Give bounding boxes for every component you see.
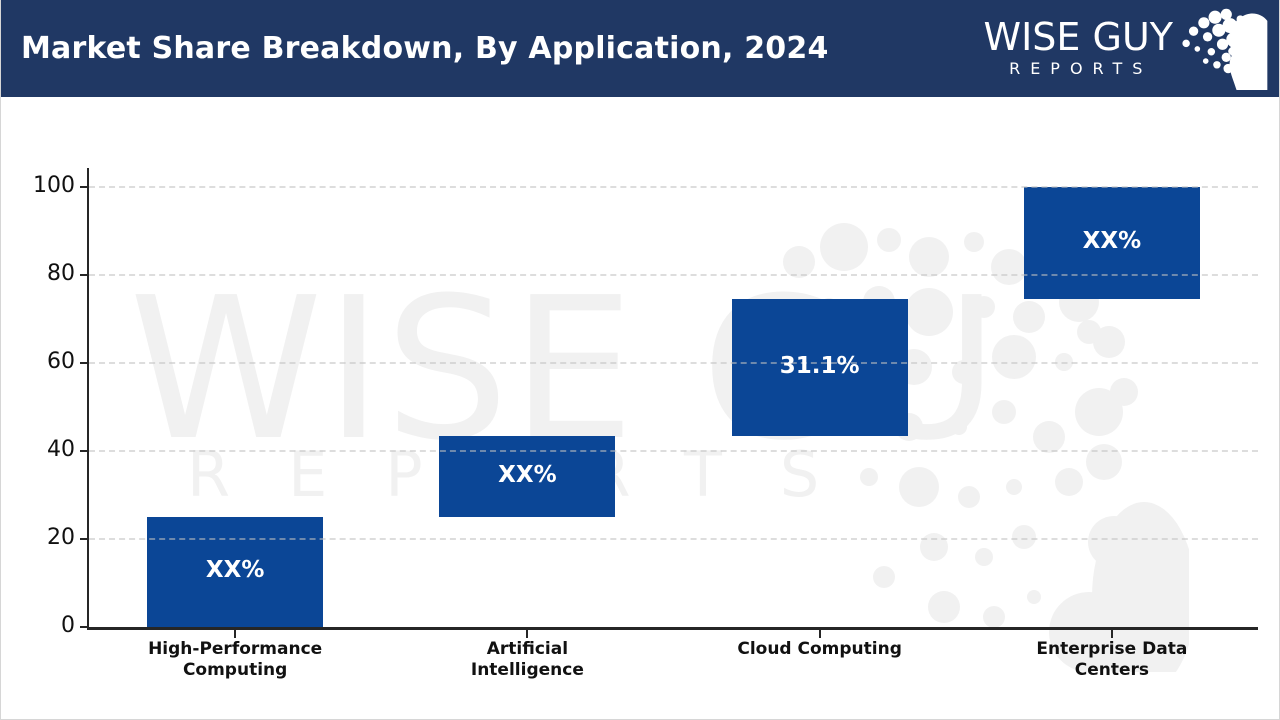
y-tick-label: 80	[47, 261, 75, 286]
y-tick-mark	[80, 538, 88, 540]
bar-segment-3	[731, 299, 908, 437]
y-tick-label: 60	[47, 349, 75, 374]
category-label: Enterprise Data Centers	[1036, 639, 1188, 681]
y-tick-label: 100	[33, 173, 75, 198]
gridline-y40	[89, 450, 1258, 452]
y-tick-mark	[80, 626, 88, 628]
page-title: Market Share Breakdown, By Application, …	[21, 31, 829, 66]
category-label: Cloud Computing	[737, 639, 902, 659]
wise-guy-reports-logo: WISE GUY REPORTS	[984, 6, 1269, 90]
gridline-y60	[89, 362, 1258, 364]
title-bar: Market Share Breakdown, By Application, …	[1, 0, 1279, 97]
x-axis-line	[87, 627, 1258, 630]
x-tick-mark	[1110, 630, 1113, 638]
y-tick-mark	[80, 186, 88, 188]
logo-name: WISE GUY	[983, 14, 1173, 59]
y-tick-mark	[80, 450, 88, 452]
logo-subtitle: REPORTS	[1009, 59, 1153, 79]
gridline-y80	[89, 274, 1258, 276]
bar-value-label: XX%	[205, 557, 265, 583]
watermark-face-dots-icon	[783, 223, 1189, 672]
y-tick-mark	[80, 274, 88, 276]
bar-segment-2	[439, 436, 616, 517]
logo-text: WISE GUY REPORTS	[983, 14, 1173, 79]
y-tick-mark	[80, 362, 88, 364]
y-axis-line	[87, 168, 89, 629]
y-tick-label: 0	[61, 613, 75, 638]
category-label: Artificial Intelligence	[470, 639, 584, 681]
bar-value-label: XX%	[498, 461, 557, 488]
y-tick-label: 20	[47, 525, 75, 550]
logo-face-dots-icon	[1182, 8, 1268, 90]
bar-segment-4	[1023, 187, 1200, 300]
x-tick-mark	[234, 630, 237, 638]
bar-segment-1	[147, 517, 324, 627]
y-tick-label: 40	[47, 437, 75, 462]
bar-value-label: 31.1%	[779, 352, 860, 379]
x-tick-mark	[526, 630, 529, 638]
x-tick-mark	[818, 630, 821, 638]
gridline-y100	[89, 186, 1258, 188]
gridline-y20	[89, 538, 1258, 540]
category-label: High-Performance Computing	[148, 639, 323, 681]
bar-value-label: XX%	[1082, 228, 1142, 255]
